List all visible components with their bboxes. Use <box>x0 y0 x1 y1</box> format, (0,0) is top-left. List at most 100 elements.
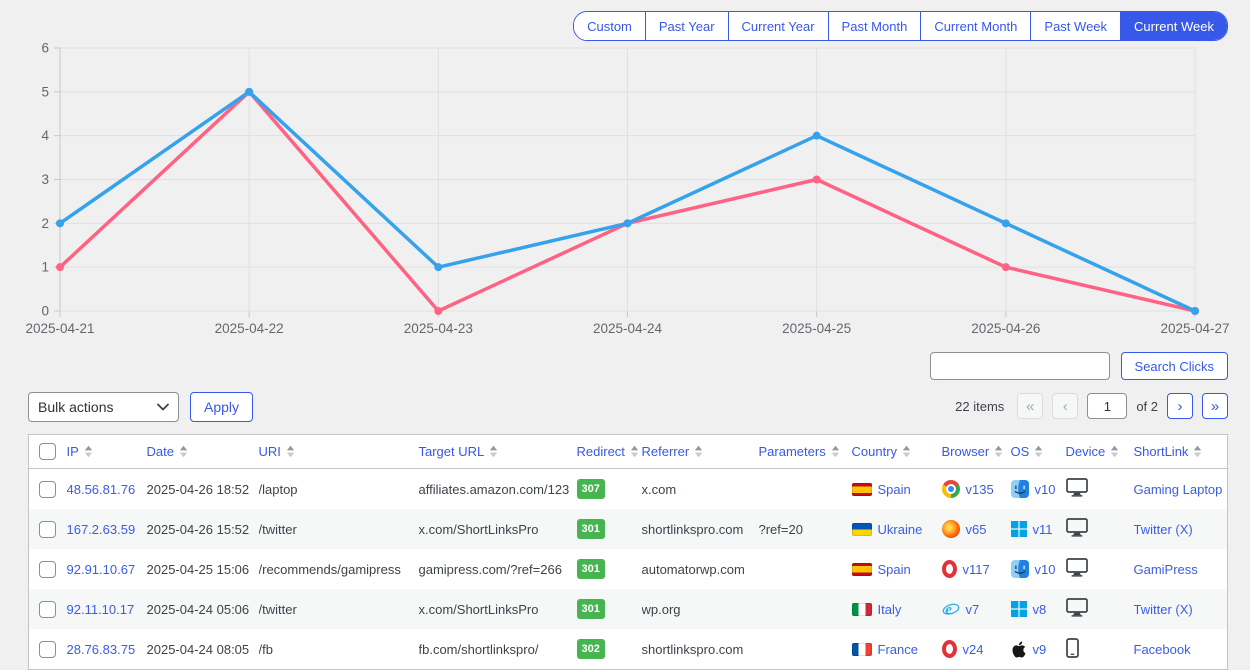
windows-icon <box>1010 521 1027 538</box>
apple-icon <box>1011 641 1026 658</box>
sort-icon[interactable] <box>630 445 639 458</box>
country-link[interactable]: Ukraine <box>877 522 923 538</box>
country-link[interactable]: France <box>877 642 918 658</box>
clicks-blue-point[interactable] <box>56 219 64 228</box>
browser-version-link[interactable]: v117 <box>962 561 990 577</box>
svg-text:1: 1 <box>41 260 49 275</box>
clicks-pink-point[interactable] <box>812 175 821 184</box>
filter-past-month[interactable]: Past Month <box>827 12 921 40</box>
opera-icon <box>941 560 957 578</box>
last-page-button[interactable]: » <box>1202 393 1228 419</box>
shortlink-link[interactable]: GamiPress <box>1133 561 1198 577</box>
clicks-blue-point[interactable] <box>245 87 254 96</box>
sort-icon[interactable] <box>179 445 188 458</box>
row-checkbox[interactable] <box>39 640 56 658</box>
chrome-icon <box>941 480 960 498</box>
column-header-parameters[interactable]: Parameters <box>758 434 852 469</box>
row-checkbox[interactable] <box>39 480 56 498</box>
bulk-actions-select[interactable]: Bulk actions <box>28 392 179 422</box>
country-link[interactable]: Spain <box>877 482 911 498</box>
clicks-blue-point[interactable] <box>434 263 443 272</box>
column-header-ip[interactable]: IP <box>66 434 147 469</box>
ip-link[interactable]: 92.11.10.17 <box>66 601 135 617</box>
date-cell: 2025-04-25 15:06 <box>146 561 250 577</box>
sort-icon[interactable] <box>902 445 911 458</box>
sort-icon[interactable] <box>831 445 840 458</box>
os-version-link[interactable]: v10 <box>1034 481 1056 497</box>
apply-button[interactable]: Apply <box>190 392 254 422</box>
column-header-shortlink[interactable]: ShortLink <box>1133 434 1228 469</box>
column-header-country[interactable]: Country <box>851 434 942 469</box>
column-header-uri[interactable]: URI <box>258 434 419 469</box>
column-header-redirect[interactable]: Redirect <box>576 434 642 469</box>
row-checkbox[interactable] <box>39 560 56 578</box>
column-header-date[interactable]: Date <box>146 434 259 469</box>
sort-icon[interactable] <box>286 445 295 458</box>
sort-icon[interactable] <box>84 445 93 458</box>
clicks-blue-point[interactable] <box>1191 307 1199 315</box>
os-version-link[interactable]: v11 <box>1032 521 1053 537</box>
clicks-blue-point[interactable] <box>1001 219 1010 228</box>
ip-link[interactable]: 92.91.10.67 <box>66 561 136 577</box>
sort-icon[interactable] <box>1110 445 1119 458</box>
sort-icon[interactable] <box>694 445 703 458</box>
filter-past-year[interactable]: Past Year <box>644 12 728 40</box>
prev-page-button[interactable]: ‹ <box>1052 393 1079 419</box>
sort-icon[interactable] <box>1193 445 1202 458</box>
search-clicks-button[interactable]: Search Clicks <box>1120 352 1228 380</box>
redirect-badge: 301 <box>576 519 605 539</box>
browser-version-link[interactable]: v24 <box>962 641 984 657</box>
svg-text:0: 0 <box>41 304 49 319</box>
filter-custom[interactable]: Custom <box>574 12 645 40</box>
column-header-referrer[interactable]: Referrer <box>641 434 759 469</box>
opera-icon <box>941 640 957 658</box>
clicks-pink-point[interactable] <box>1001 263 1010 272</box>
desktop-icon <box>1065 558 1088 577</box>
clicks-pink-point[interactable] <box>56 263 64 272</box>
clicks-blue-point[interactable] <box>623 219 632 228</box>
windows-icon <box>1010 601 1027 618</box>
sort-icon[interactable] <box>1034 445 1043 458</box>
shortlink-link[interactable]: Facebook <box>1133 641 1191 657</box>
column-header-os[interactable]: OS <box>1010 434 1066 469</box>
sort-icon[interactable] <box>489 445 498 458</box>
shortlink-link[interactable]: Gaming Laptop <box>1133 481 1223 497</box>
clicks-blue-point[interactable] <box>812 131 821 140</box>
country-link[interactable]: Italy <box>877 602 902 618</box>
filter-past-week[interactable]: Past Week <box>1030 12 1121 40</box>
filter-current-week[interactable]: Current Week <box>1120 12 1227 40</box>
ip-link[interactable]: 48.56.81.76 <box>66 481 136 497</box>
country-link[interactable]: Spain <box>877 562 911 578</box>
current-page-input[interactable] <box>1087 393 1128 419</box>
browser-version-link[interactable]: v65 <box>965 521 987 537</box>
next-page-button[interactable]: › <box>1167 393 1193 419</box>
column-header-device[interactable]: Device <box>1065 434 1134 469</box>
search-input[interactable] <box>929 352 1110 380</box>
shortlink-link[interactable]: Twitter (X) <box>1133 521 1193 537</box>
os-version-link[interactable]: v8 <box>1032 601 1047 617</box>
desktop-icon <box>1065 518 1088 537</box>
filter-current-year[interactable]: Current Year <box>727 12 828 40</box>
shortlink-link[interactable]: Twitter (X) <box>1133 601 1193 617</box>
column-header-target-url[interactable]: Target URL <box>418 434 577 469</box>
os-version-link[interactable]: v10 <box>1034 561 1056 577</box>
row-checkbox[interactable] <box>39 600 56 618</box>
chevron-down-icon <box>157 403 169 411</box>
sort-icon[interactable] <box>994 445 1003 458</box>
clicks-pink-point[interactable] <box>434 307 443 315</box>
uri-cell: /fb <box>258 641 273 657</box>
row-checkbox[interactable] <box>39 520 56 538</box>
browser-version-link[interactable]: v135 <box>965 481 994 497</box>
browser-version-link[interactable]: v7 <box>965 601 980 617</box>
svg-text:2025-04-22: 2025-04-22 <box>215 321 284 336</box>
ip-link[interactable]: 167.2.63.59 <box>66 521 136 537</box>
desktop-icon <box>1065 478 1088 497</box>
ip-link[interactable]: 28.76.83.75 <box>66 641 136 657</box>
select-all-checkbox[interactable] <box>39 443 56 461</box>
os-version-link[interactable]: v9 <box>1032 641 1047 657</box>
uri-cell: /recommends/gamipress <box>258 561 401 577</box>
column-header-browser[interactable]: Browser <box>941 434 1011 469</box>
france-flag-icon <box>851 643 872 657</box>
first-page-button[interactable]: « <box>1017 393 1044 419</box>
filter-current-month[interactable]: Current Month <box>920 12 1031 40</box>
